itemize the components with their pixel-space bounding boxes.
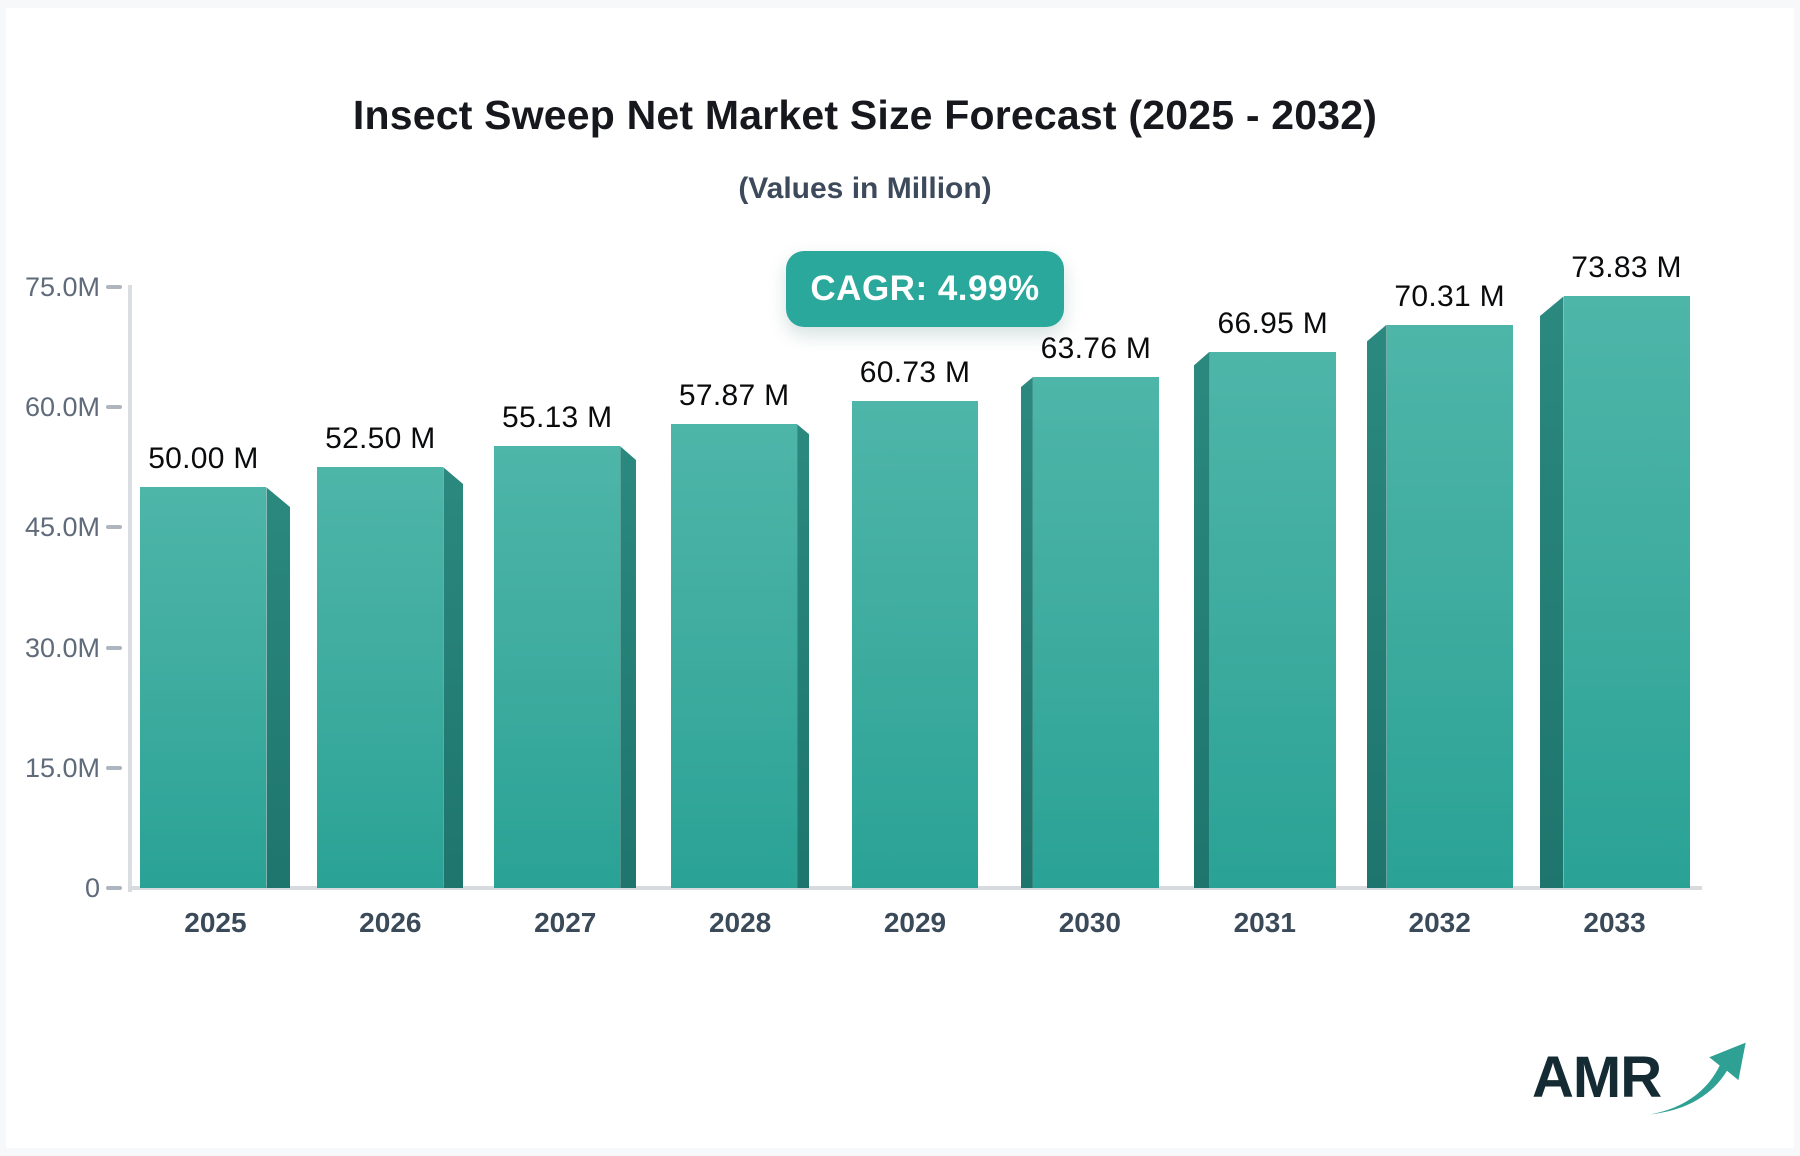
y-axis-tick-label: 75.0M (24, 272, 100, 302)
bar-2028 (671, 424, 798, 888)
bar-value-label: 73.83 M (1571, 251, 1682, 285)
bar-2026-side (443, 467, 464, 888)
bar-2027-side (620, 446, 637, 888)
x-axis-label: 2033 (1583, 907, 1646, 938)
x-axis-line (128, 886, 1702, 890)
bar-2031 (1209, 351, 1336, 888)
bar-value-label: 60.73 M (859, 356, 971, 390)
x-axis-label: 2027 (534, 907, 597, 938)
bar-value-label: 52.50 M (325, 422, 436, 456)
x-axis-label: 2029 (883, 907, 947, 938)
bar-value-label: 50.00 M (148, 442, 259, 476)
y-axis-tick-mark (106, 285, 122, 289)
bar-2032 (1386, 324, 1513, 888)
bar-2032-side (1366, 324, 1387, 888)
y-axis-line (128, 285, 132, 892)
x-axis-label: 2025 (184, 907, 247, 938)
y-axis-tick-label: 60.0M (24, 392, 100, 423)
x-axis-label: 2030 (1058, 907, 1122, 938)
bar-2031-side (1193, 351, 1210, 888)
bar-value-label: 66.95 M (1217, 306, 1329, 340)
x-axis-label: 2031 (1233, 907, 1296, 938)
bar-value-label: 57.87 M (678, 379, 790, 413)
cagr-badge-label: CAGR: 4.99% (810, 269, 1040, 308)
amr-logo-text: AMR (1532, 1045, 1662, 1110)
x-axis-label: 2028 (708, 907, 772, 938)
bar-value-label: 63.76 M (1040, 332, 1152, 366)
x-axis-label: 2032 (1408, 907, 1471, 938)
y-axis-tick-label: 45.0M (24, 512, 100, 543)
y-axis-tick-mark (106, 645, 122, 650)
bar-2025 (140, 487, 267, 888)
amr-logo: AMR (1532, 1034, 1762, 1124)
bar-2025-side (266, 487, 291, 888)
bar-2030 (1032, 377, 1159, 888)
y-axis-tick-mark (106, 765, 122, 770)
y-axis-tick-label: 0 (84, 873, 100, 903)
bar-2033 (1563, 296, 1690, 888)
y-axis-tick-label: 30.0M (24, 632, 100, 663)
y-axis-tick-mark (106, 405, 122, 410)
bar-2033-side (1539, 296, 1564, 888)
y-axis-tick-mark (106, 886, 122, 890)
y-axis-tick-label: 15.0M (24, 752, 100, 783)
bar-2029 (852, 401, 978, 888)
bar-value-label: 55.13 M (501, 401, 613, 435)
bar-2030-side (1020, 377, 1033, 888)
x-axis-label: 2026 (359, 907, 422, 938)
y-axis-tick-mark (106, 525, 122, 530)
bar-2027 (494, 446, 621, 888)
bar-2028-side (797, 424, 810, 888)
cagr-badge: CAGR: 4.99% (786, 251, 1064, 327)
logo-arrow-icon (1650, 1042, 1746, 1115)
bar-value-label: 70.31 M (1394, 279, 1505, 313)
chart-title: Insect Sweep Net Market Size Forecast (2… (352, 92, 1378, 138)
chart-subtitle: (Values in Million) (738, 172, 992, 205)
bar-2026 (317, 467, 444, 888)
